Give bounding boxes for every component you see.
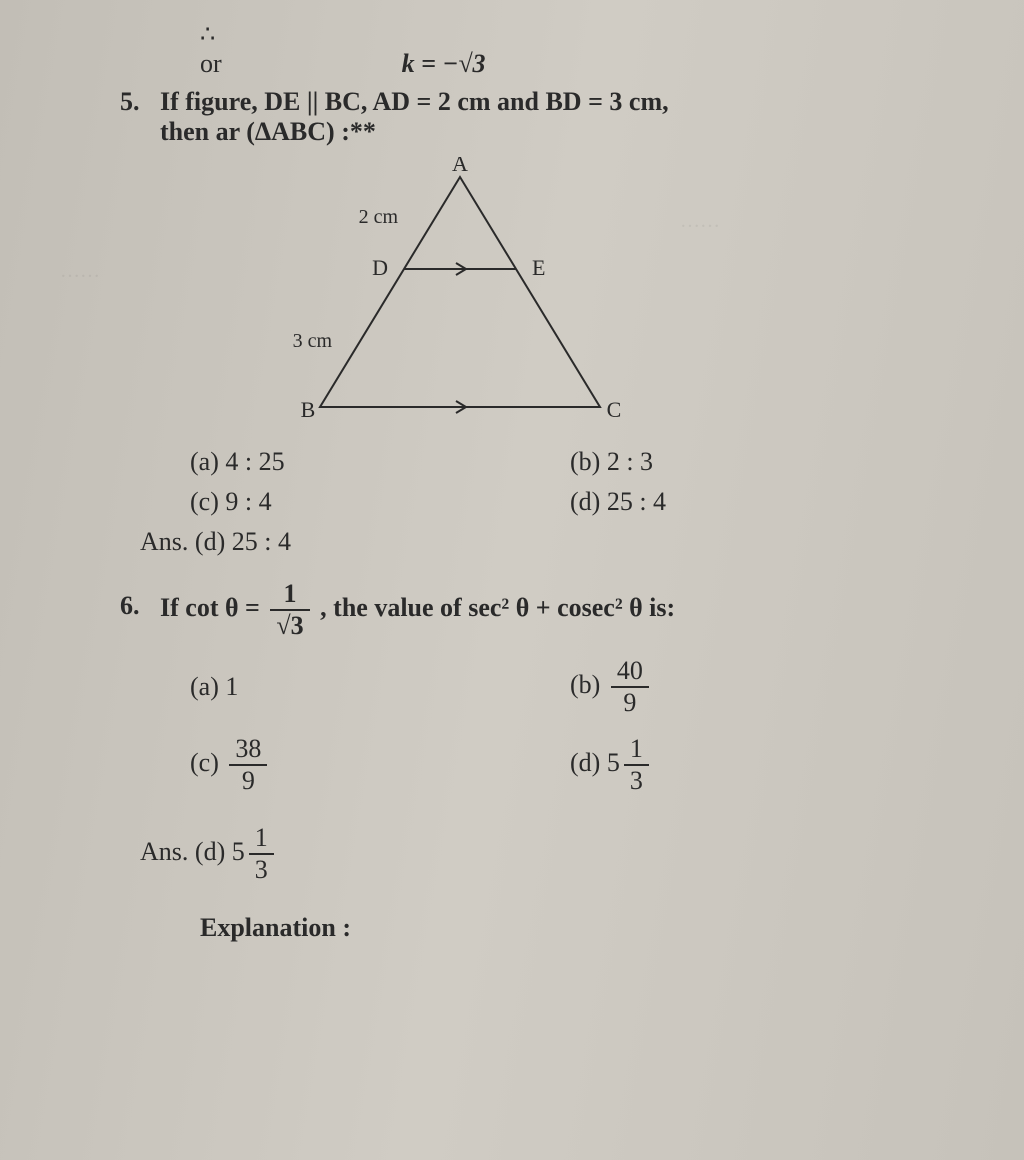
- therefore-symbol: ∴: [200, 20, 984, 49]
- label-c: C: [607, 397, 622, 422]
- q6-frac-den: √3: [270, 611, 309, 639]
- q5-opt-row-1: (a) 4 : 25 (b) 2 : 3: [190, 447, 984, 477]
- q6-opt-d-frac: 1 3: [624, 736, 649, 794]
- q6-opt-c-num: 38: [229, 736, 267, 766]
- label-b: B: [301, 397, 316, 422]
- q6-opt-c-lead: (c): [190, 748, 219, 777]
- q6-frac-num: 1: [270, 581, 309, 611]
- smudge: ……: [60, 260, 100, 283]
- q5-ans-label: Ans.: [140, 527, 188, 556]
- label-ad: 2 cm: [359, 206, 399, 228]
- q6-ans-den: 3: [249, 855, 274, 883]
- q6-opt-d-num: 1: [624, 736, 649, 766]
- q5-line1: If figure, DE || BC, AD = 2 cm and BD = …: [160, 87, 669, 117]
- q6-opt-d-lead: (d) 5: [570, 748, 620, 777]
- explanation-heading: Explanation :: [200, 913, 984, 943]
- q6-fraction: 1 √3: [270, 581, 309, 639]
- label-a: A: [452, 157, 468, 176]
- question-6: 6. If cot θ = 1 √3 , the value of sec² θ…: [120, 581, 984, 639]
- q6-opt-d-den: 3: [624, 766, 649, 794]
- q5-answer: Ans. (d) 25 : 4: [140, 527, 984, 557]
- q5-options: (a) 4 : 25 (b) 2 : 3 (c) 9 : 4 (d) 25 : …: [190, 447, 984, 517]
- q6-answer: Ans. (d) 5 1 3: [140, 825, 984, 883]
- label-e: E: [532, 255, 545, 280]
- smudge: ……: [680, 210, 720, 233]
- q6-tail: , the value of sec² θ + cosec² θ is:: [320, 593, 675, 622]
- page-root: …… …… ∴ or k = −√3 5. If figure, DE || B…: [0, 0, 1024, 1160]
- q5-body: If figure, DE || BC, AD = 2 cm and BD = …: [160, 87, 669, 147]
- q6-opt-b: (b) 40 9: [570, 658, 950, 716]
- q5-opt-a: (a) 4 : 25: [190, 447, 570, 477]
- q6-opt-row-1: (a) 1 (b) 40 9: [190, 657, 984, 717]
- q6-ans-lead: (d) 5: [195, 837, 245, 866]
- triangle-svg: A B C D E 2 cm 3 cm: [280, 157, 640, 437]
- k-equation: k = −√3: [402, 49, 486, 79]
- q6-opt-c-den: 9: [229, 766, 267, 794]
- q5-line2: then ar (ΔABC) :**: [160, 117, 669, 147]
- label-bd: 3 cm: [293, 330, 333, 352]
- q6-ans-label: Ans.: [140, 837, 188, 866]
- q5-number: 5.: [120, 87, 160, 117]
- label-d: D: [372, 255, 388, 280]
- q6-lead: If cot θ =: [160, 593, 260, 622]
- q6-body: If cot θ = 1 √3 , the value of sec² θ + …: [160, 581, 675, 639]
- q5-opt-b: (b) 2 : 3: [570, 447, 950, 477]
- q6-ans-num: 1: [249, 825, 274, 855]
- top-row: or k = −√3: [200, 49, 984, 79]
- or-text: or: [200, 49, 222, 79]
- q6-options: (a) 1 (b) 40 9 (c) 38 9 (d) 5 1 3: [190, 657, 984, 795]
- q6-opt-b-den: 9: [611, 688, 649, 716]
- q5-opt-d: (d) 25 : 4: [570, 487, 950, 517]
- q5-opt-row-2: (c) 9 : 4 (d) 25 : 4: [190, 487, 984, 517]
- q6-opt-c: (c) 38 9: [190, 736, 570, 794]
- q6-opt-b-frac: 40 9: [611, 658, 649, 716]
- triangle-diagram: A B C D E 2 cm 3 cm: [280, 157, 640, 437]
- q6-opt-a: (a) 1: [190, 672, 570, 702]
- q5-opt-c: (c) 9 : 4: [190, 487, 570, 517]
- q6-number: 6.: [120, 581, 160, 621]
- q6-opt-d: (d) 5 1 3: [570, 736, 950, 794]
- q6-opt-c-frac: 38 9: [229, 736, 267, 794]
- q6-opt-b-lead: (b): [570, 670, 600, 699]
- question-5: 5. If figure, DE || BC, AD = 2 cm and BD…: [120, 87, 984, 147]
- q6-ans-frac: 1 3: [249, 825, 274, 883]
- q6-opt-row-2: (c) 38 9 (d) 5 1 3: [190, 735, 984, 795]
- q6-opt-b-num: 40: [611, 658, 649, 688]
- q5-ans-value: (d) 25 : 4: [195, 527, 291, 556]
